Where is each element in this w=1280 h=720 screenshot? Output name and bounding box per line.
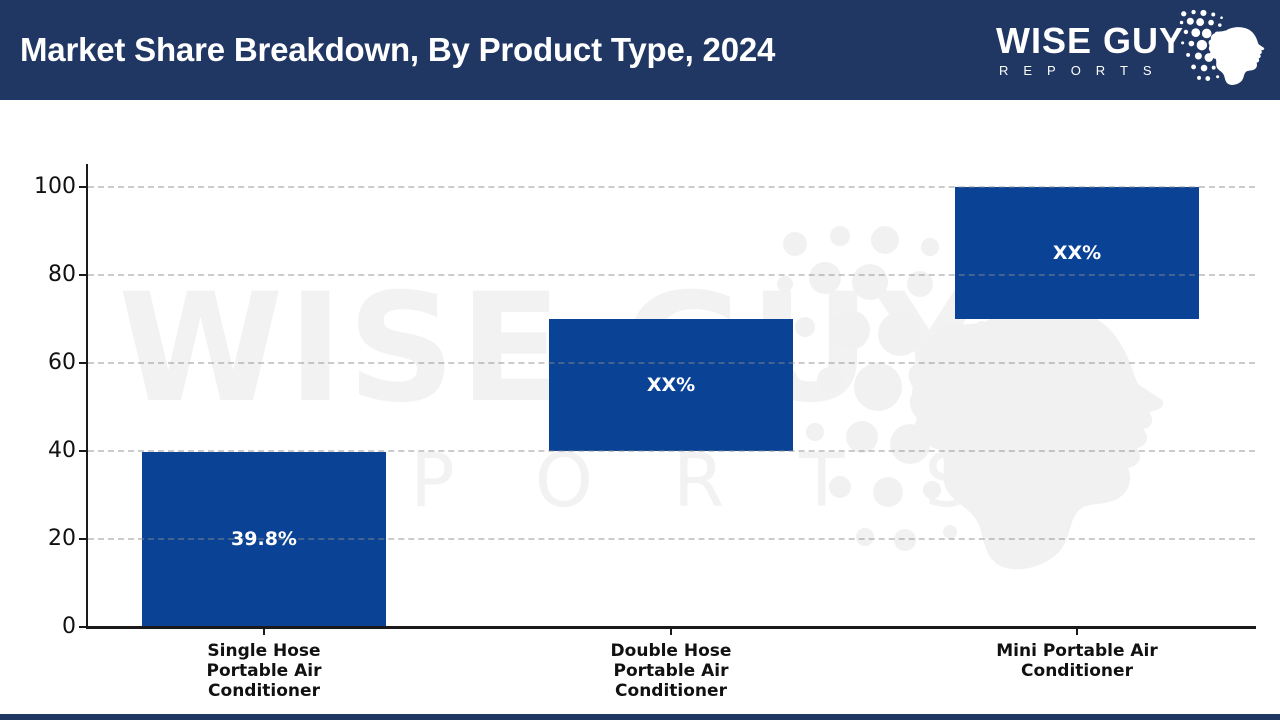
brand-face-icon <box>1179 9 1265 85</box>
bar-value-label: 39.8% <box>231 528 297 551</box>
y-tick-mark <box>79 626 86 628</box>
y-tick-label: 20 <box>48 526 76 551</box>
y-tick-label: 40 <box>48 438 76 463</box>
category-label-line: Portable Air <box>613 661 729 681</box>
bar-value-label: XX% <box>1052 242 1102 264</box>
header-bar: Market Share Breakdown, By Product Type,… <box>0 0 1280 100</box>
bar-single-hose <box>142 451 386 627</box>
gridline-80 <box>88 274 1255 276</box>
brand-logo-text: WISE GUY REPORTS <box>995 19 1184 78</box>
y-tick-label: 100 <box>34 174 76 199</box>
page-title: Market Share Breakdown, By Product Type,… <box>20 31 776 68</box>
category-label-line: Portable Air <box>206 661 322 681</box>
category-label-line: Single Hose <box>207 641 321 661</box>
gridline-40 <box>88 450 1255 452</box>
gridline-100 <box>88 186 1255 188</box>
y-tick-mark <box>79 274 86 276</box>
brand-name: WISE GUY <box>995 19 1184 61</box>
x-axis-line <box>86 626 1256 629</box>
y-tick-label: 60 <box>48 350 76 375</box>
bar-mini <box>955 187 1199 319</box>
y-tick-mark <box>79 450 86 452</box>
category-label-line: Conditioner <box>208 681 320 701</box>
category-label-line: Conditioner <box>615 681 727 701</box>
category-label-mini: Mini Portable Air Conditioner <box>907 641 1247 681</box>
y-tick-label: 80 <box>48 262 76 287</box>
category-label-line: Double Hose <box>610 641 732 661</box>
category-label-single-hose: Single Hose Portable Air Conditioner <box>94 641 434 701</box>
y-tick-mark <box>79 538 86 540</box>
y-tick-mark <box>79 362 86 364</box>
footer-bar <box>0 714 1280 720</box>
x-tick-mark <box>670 629 672 635</box>
bar-double-hose <box>549 319 793 451</box>
y-axis-line <box>86 164 88 629</box>
x-tick-mark <box>1076 629 1078 635</box>
brand-subname: REPORTS <box>998 62 1167 78</box>
category-label-line: Conditioner <box>1021 661 1133 681</box>
x-tick-mark <box>263 629 265 635</box>
y-tick-mark <box>79 186 86 188</box>
gridline-20 <box>88 538 1255 540</box>
category-label-double-hose: Double Hose Portable Air Conditioner <box>501 641 841 701</box>
gridline-60 <box>88 362 1255 364</box>
bar-value-label: XX% <box>646 374 696 396</box>
brand-logo: WISE GUY REPORTS <box>996 9 1266 91</box>
category-label-line: Mini Portable Air <box>996 641 1158 661</box>
y-tick-label: 0 <box>62 614 76 639</box>
